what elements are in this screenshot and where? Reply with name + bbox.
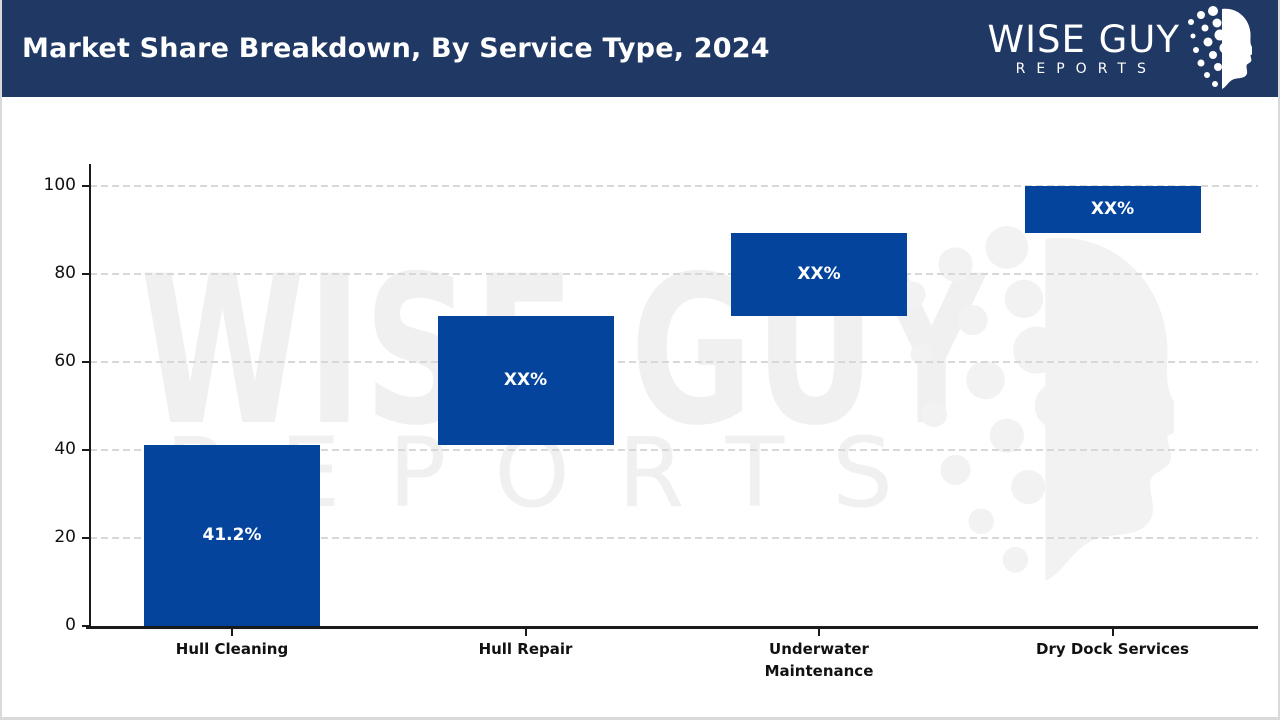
x-category-label-4: Dry Dock Services	[1036, 640, 1189, 658]
y-tick-label-40: 40	[54, 439, 76, 459]
bar-3: XX%	[731, 232, 907, 317]
x-axis-line	[86, 626, 1258, 629]
brand-logo-text: WISE GUY REPORTS	[988, 21, 1180, 76]
x-tick-mark-2	[524, 628, 527, 636]
y-tick-mark-0	[82, 625, 89, 627]
bar-1: 41.2%	[144, 444, 320, 626]
bar-2: XX%	[437, 316, 614, 445]
page-title: Market Share Breakdown, By Service Type,…	[22, 33, 770, 64]
gridline-y60	[90, 361, 1258, 363]
brand-subname: REPORTS	[1015, 61, 1157, 77]
x-tick-mark-3	[818, 628, 820, 636]
bar-value-label-1: 41.2%	[202, 525, 262, 546]
gridline-y80	[90, 273, 1258, 275]
x-category-label-2: Hull Repair	[478, 640, 573, 658]
gridline-y100	[90, 185, 1258, 187]
y-tick-label-80: 80	[54, 263, 76, 283]
x-tick-mark-1	[231, 628, 233, 636]
y-tick-mark-80	[82, 273, 89, 275]
brand-logo: WISE GUY REPORTS	[988, 5, 1252, 92]
bar-value-label-2: XX%	[503, 370, 548, 391]
y-tick-mark-100	[82, 185, 89, 187]
y-tick-label-60: 60	[54, 351, 76, 371]
dotted-head-icon	[1188, 5, 1252, 89]
bar-value-label-4: XX%	[1090, 199, 1135, 220]
y-axis-line	[89, 164, 91, 628]
x-tick-mark-4	[1111, 628, 1114, 636]
bar-value-label-3: XX%	[797, 264, 841, 285]
bar-4: XX%	[1024, 186, 1201, 233]
y-tick-mark-60	[82, 361, 89, 363]
y-tick-label-0: 0	[65, 615, 76, 635]
brand-name: WISE GUY	[987, 18, 1180, 61]
gridline-y40	[90, 449, 1258, 451]
y-tick-mark-20	[82, 537, 89, 539]
x-category-label-3: Underwater Maintenance	[764, 640, 874, 680]
y-tick-label-100: 100	[43, 175, 76, 195]
header-bar: Market Share Breakdown, By Service Type,…	[2, 0, 1278, 97]
gridline-y20	[90, 537, 1258, 539]
y-tick-label-20: 20	[54, 527, 76, 547]
x-category-label-1: Hull Cleaning	[175, 640, 289, 658]
y-tick-mark-40	[82, 449, 89, 451]
